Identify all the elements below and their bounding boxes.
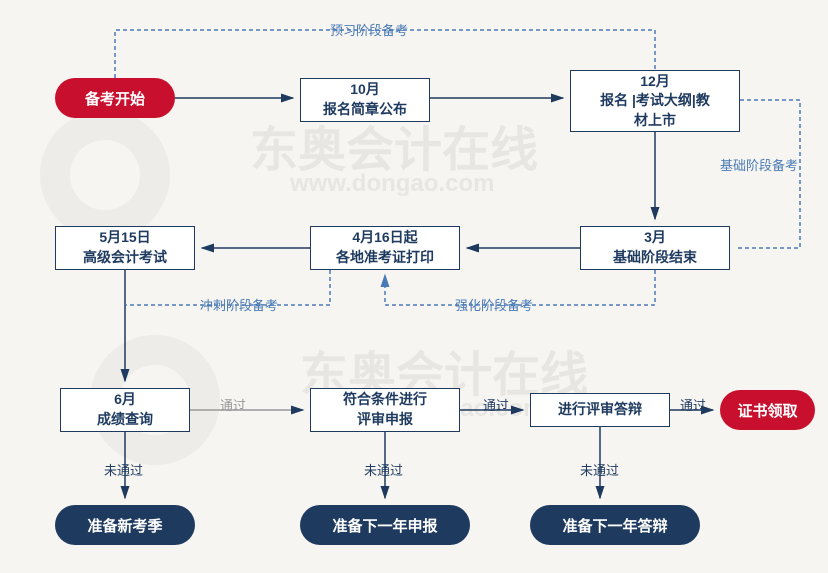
label-pass1: 通过 [220, 395, 246, 414]
node-dec: 12月 报名 |考试大纲|教 材上市 [570, 70, 740, 132]
node-may-l2: 高级会计考试 [83, 248, 167, 268]
node-fail2-label: 准备下一年申报 [332, 515, 437, 536]
watermark-1-url: www.dongao.com [290, 170, 494, 198]
node-jun: 6月 成绩查询 [60, 388, 190, 432]
label-nopass1: 未通过 [104, 460, 143, 479]
node-jun-l1: 6月 [114, 390, 136, 410]
node-mar-l2: 基础阶段结束 [613, 248, 697, 268]
node-apr-l1: 4月16日起 [352, 228, 417, 248]
watermark-circle-1 [40, 110, 170, 240]
node-fail1: 准备新考季 [55, 505, 195, 545]
node-mar-l1: 3月 [644, 228, 666, 248]
node-oct: 10月 报名简章公布 [300, 78, 430, 122]
node-start-label: 备考开始 [85, 88, 145, 109]
node-apr: 4月16日起 各地准考证打印 [310, 226, 460, 270]
node-may-l1: 5月15日 [99, 228, 150, 248]
node-dec-l1: 12月 [640, 72, 670, 92]
node-fail3: 准备下一年答辩 [530, 505, 700, 545]
node-may: 5月15日 高级会计考试 [55, 226, 195, 270]
label-basic: 基础阶段备考 [720, 155, 798, 174]
node-dec-l3: 材上市 [634, 111, 676, 131]
label-pass2: 通过 [483, 395, 509, 414]
label-prestudy: 预习阶段备考 [330, 20, 408, 39]
node-cert-label: 证书领取 [737, 400, 797, 421]
node-defend-l1: 进行评审答辩 [558, 400, 642, 420]
node-fail2: 准备下一年申报 [300, 505, 470, 545]
node-review: 符合条件进行 评审申报 [310, 388, 460, 432]
label-sprint: 冲刺阶段备考 [200, 295, 278, 314]
node-fail3-label: 准备下一年答辩 [562, 515, 667, 536]
label-nopass3: 未通过 [580, 460, 619, 479]
node-jun-l2: 成绩查询 [97, 410, 153, 430]
node-review-l2: 评审申报 [357, 410, 413, 430]
node-apr-l2: 各地准考证打印 [336, 248, 434, 268]
node-oct-l1: 10月 [350, 80, 380, 100]
node-start: 备考开始 [55, 78, 175, 118]
node-cert: 证书领取 [720, 390, 815, 430]
label-intensive: 强化阶段备考 [455, 295, 533, 314]
node-defend: 进行评审答辩 [530, 393, 670, 427]
node-oct-l2: 报名简章公布 [323, 100, 407, 120]
node-fail1-label: 准备新考季 [87, 515, 162, 536]
node-mar: 3月 基础阶段结束 [580, 226, 730, 270]
label-pass3: 通过 [680, 395, 706, 414]
node-review-l1: 符合条件进行 [343, 390, 427, 410]
label-nopass2: 未通过 [364, 460, 403, 479]
node-dec-l2: 报名 |考试大纲|教 [600, 91, 710, 111]
